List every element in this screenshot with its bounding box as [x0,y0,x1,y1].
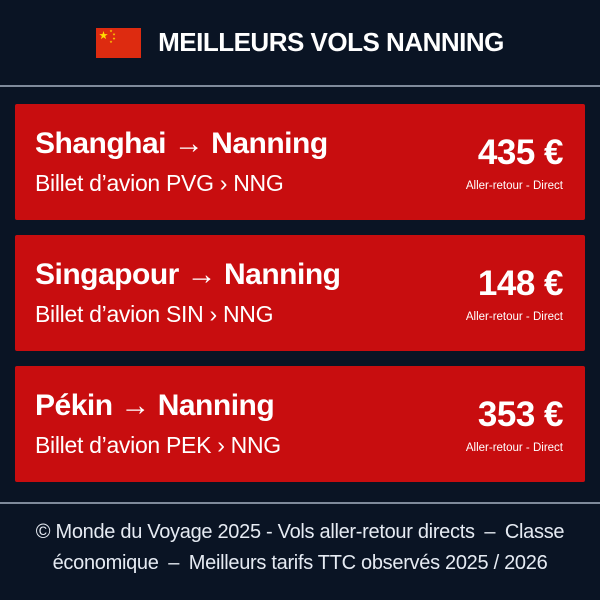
route-info: Shanghai → Nanning Billet d’avion PVG › … [35,127,328,197]
route-details: Billet d’avion PVG › NNG [35,170,284,196]
flight-card-singapour[interactable]: Singapour → Nanning Billet d’avion SIN ›… [15,235,585,351]
route-details: Billet d’avion SIN › NNG [35,301,274,327]
fare-note: Aller-retour - Direct [465,179,563,192]
route-title: Shanghai → Nanning [35,127,328,160]
fare-note: Aller-retour - Direct [465,310,563,323]
footer-divider [0,502,600,504]
route-title: Singapour → Nanning [35,258,341,291]
flight-card-shanghai[interactable]: Shanghai → Nanning Billet d’avion PVG › … [15,104,585,220]
route-title: Pékin → Nanning [35,389,275,422]
price: 148 € [477,263,564,303]
footer-line-1: © Monde du Voyage 2025 - Vols aller-reto… [35,521,565,543]
price-block: 435 € Aller-retour - Direct [465,132,564,192]
header: MEILLEURS VOLS NANNING [0,0,600,85]
price-block: 148 € Aller-retour - Direct [465,263,564,323]
route-info: Pékin → Nanning Billet d’avion PEK › NNG [35,389,281,459]
price: 435 € [477,132,564,172]
header-divider [0,85,600,87]
page-title: MEILLEURS VOLS NANNING [158,27,504,57]
route-info: Singapour → Nanning Billet d’avion SIN ›… [35,258,341,328]
flight-card-pekin[interactable]: Pékin → Nanning Billet d’avion PEK › NNG… [15,366,585,482]
flight-list: Shanghai → Nanning Billet d’avion PVG › … [0,87,600,482]
route-details: Billet d’avion PEK › NNG [35,432,281,458]
fare-note: Aller-retour - Direct [465,441,563,454]
price: 353 € [477,394,564,434]
china-flag-icon [96,27,142,58]
footer: © Monde du Voyage 2025 - Vols aller-reto… [0,504,600,600]
price-block: 353 € Aller-retour - Direct [465,394,564,454]
footer-line-2: économique – Meilleurs tarifs TTC observ… [52,552,548,574]
